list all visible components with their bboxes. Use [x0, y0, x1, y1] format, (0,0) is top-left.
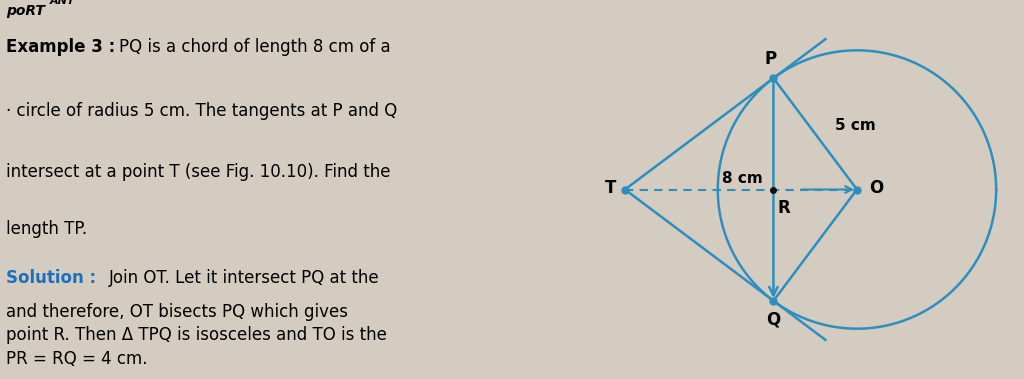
- Text: T: T: [605, 179, 616, 197]
- Text: PQ is a chord of length 8 cm of a: PQ is a chord of length 8 cm of a: [119, 38, 390, 56]
- Text: Example 3 :: Example 3 :: [6, 38, 116, 56]
- Text: length TP.: length TP.: [6, 220, 87, 238]
- Text: · circle of radius 5 cm. The tangents at P and Q: · circle of radius 5 cm. The tangents at…: [6, 102, 397, 120]
- Text: point R. Then Δ TPQ is isosceles and TO is the: point R. Then Δ TPQ is isosceles and TO …: [6, 326, 387, 344]
- Text: R: R: [777, 199, 791, 217]
- Text: Solution :: Solution :: [6, 269, 96, 287]
- Text: O: O: [869, 179, 884, 197]
- Text: 5 cm: 5 cm: [835, 118, 876, 133]
- Text: Q: Q: [766, 311, 780, 329]
- Text: P: P: [765, 50, 777, 68]
- Text: and therefore, OT bisects PQ which gives: and therefore, OT bisects PQ which gives: [6, 303, 348, 321]
- Text: PR = RQ = 4 cm.: PR = RQ = 4 cm.: [6, 350, 147, 368]
- Text: poRT: poRT: [6, 4, 45, 18]
- Text: 8 cm: 8 cm: [723, 171, 763, 186]
- Text: ANT: ANT: [50, 0, 76, 6]
- Text: Join OT. Let it intersect PQ at the: Join OT. Let it intersect PQ at the: [109, 269, 379, 287]
- Text: intersect at a point T (see Fig. 10.10). Find the: intersect at a point T (see Fig. 10.10).…: [6, 163, 390, 181]
